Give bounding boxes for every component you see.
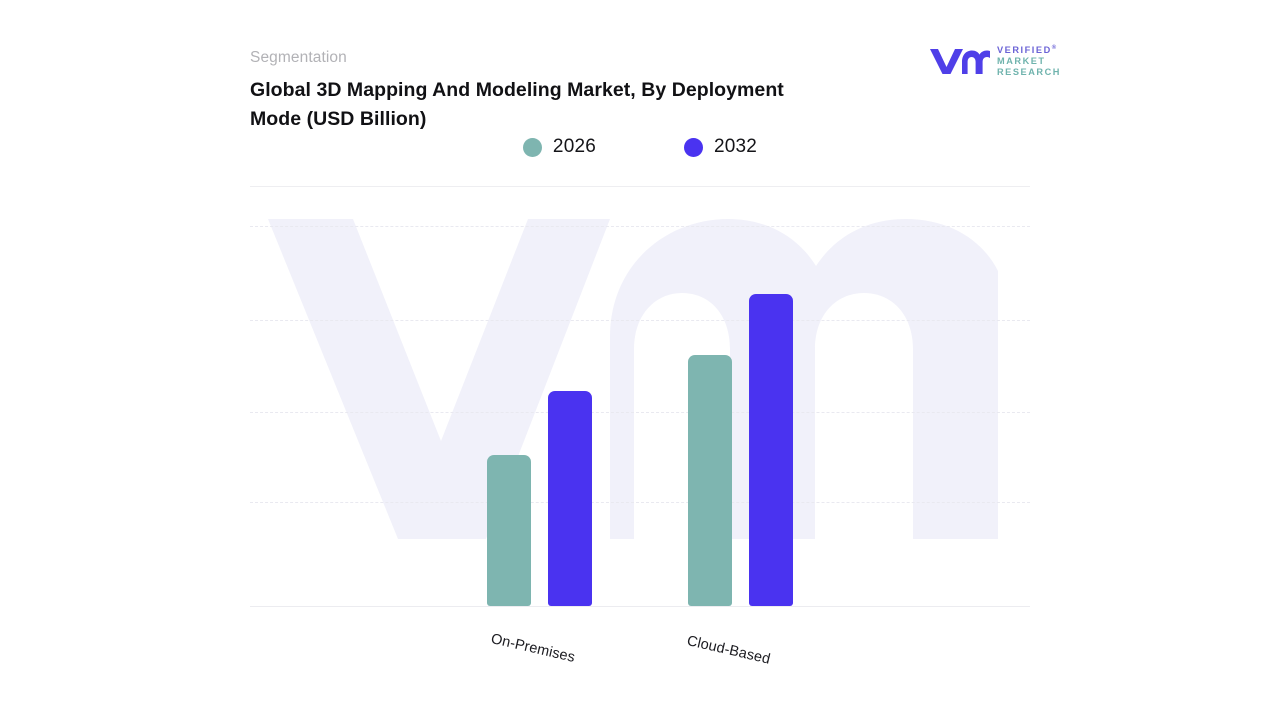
bar-on-premises-2026[interactable] bbox=[487, 455, 531, 606]
legend-color-swatch-2032 bbox=[684, 137, 703, 157]
legend-label-2032: 2032 bbox=[714, 136, 758, 157]
legend-label-2026: 2026 bbox=[552, 136, 596, 157]
chart-legend: 2026 2032 bbox=[250, 136, 1030, 158]
x-axis-baseline bbox=[250, 606, 1030, 607]
gridline bbox=[250, 502, 1030, 503]
bar-cloud-based-2026[interactable] bbox=[688, 355, 732, 606]
brand-line-verified: VERIFIED® bbox=[997, 44, 1057, 55]
registered-mark-icon: ® bbox=[1051, 44, 1057, 51]
bar-on-premises-2032[interactable] bbox=[548, 391, 592, 606]
gridline bbox=[250, 412, 1030, 413]
plot-top-divider bbox=[250, 186, 1030, 187]
bar-cloud-based-2032[interactable] bbox=[749, 294, 793, 606]
legend-item-2032[interactable]: 2032 bbox=[684, 136, 757, 158]
legend-item-2026[interactable]: 2026 bbox=[522, 136, 596, 158]
brand-wordmark: VERIFIED® MARKET RESEARCH bbox=[997, 43, 1061, 78]
plot-area bbox=[250, 187, 1030, 607]
legend-color-swatch-2026 bbox=[522, 137, 542, 157]
verified-market-research-logo: VERIFIED® MARKET RESEARCH bbox=[928, 40, 1068, 80]
gridline bbox=[250, 226, 1030, 227]
gridline bbox=[250, 320, 1030, 321]
chart-title: Global 3D Mapping And Modeling Market, B… bbox=[250, 79, 784, 130]
vm-logo-icon bbox=[930, 49, 990, 74]
vm-watermark-icon bbox=[268, 219, 998, 539]
segmentation-kicker: Segmentation bbox=[250, 49, 347, 66]
x-axis-label-cloud-based: Cloud-Based bbox=[685, 633, 772, 668]
x-axis-label-on-premises: On-Premises bbox=[489, 631, 577, 666]
brand-line-research: RESEARCH bbox=[997, 66, 1061, 77]
brand-line-market: MARKET bbox=[997, 55, 1046, 66]
